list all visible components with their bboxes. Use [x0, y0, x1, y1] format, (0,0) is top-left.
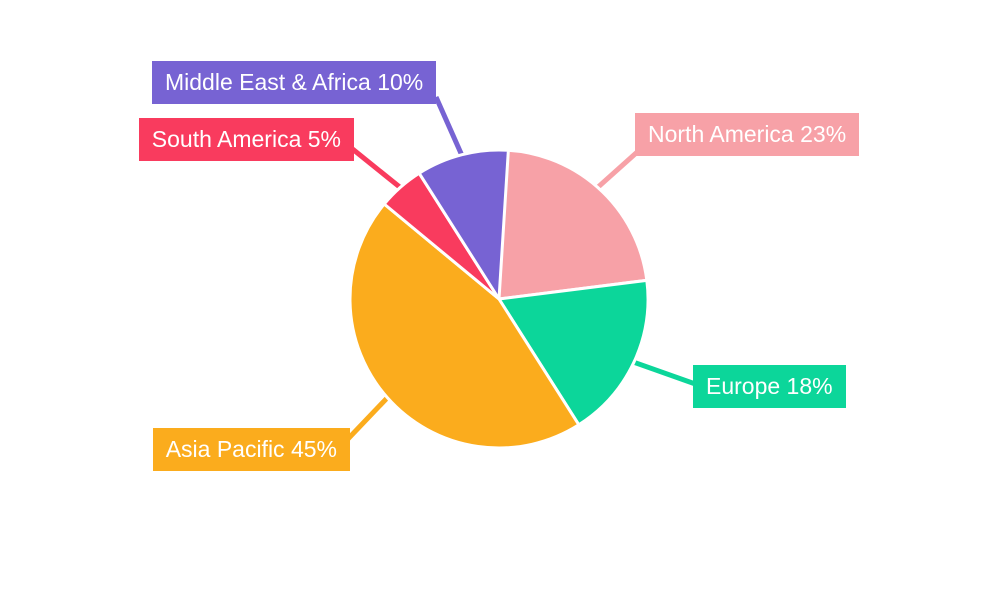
pie-label-south-america: South America 5%	[138, 118, 354, 161]
pie-slice-middle-east-africa	[417, 148, 510, 301]
leader-line-europe	[631, 359, 702, 389]
pie-label-asia-pacific: Asia Pacific 45%	[152, 428, 350, 471]
pie-label-middle-east-africa: Middle East & Africa 10%	[152, 61, 437, 104]
pie-label-europe: Europe 18%	[693, 365, 846, 408]
pie-slice-asia-pacific	[348, 202, 581, 450]
leader-line-asia-pacific	[344, 394, 391, 443]
leader-line-middle-east-africa	[433, 95, 465, 158]
pie-slices-group	[348, 148, 650, 450]
pie-slice-north-america	[497, 148, 649, 301]
leader-line-south-america	[348, 145, 404, 191]
pie-slice-europe	[497, 278, 650, 427]
pie-label-north-america: North America 23%	[635, 113, 860, 156]
